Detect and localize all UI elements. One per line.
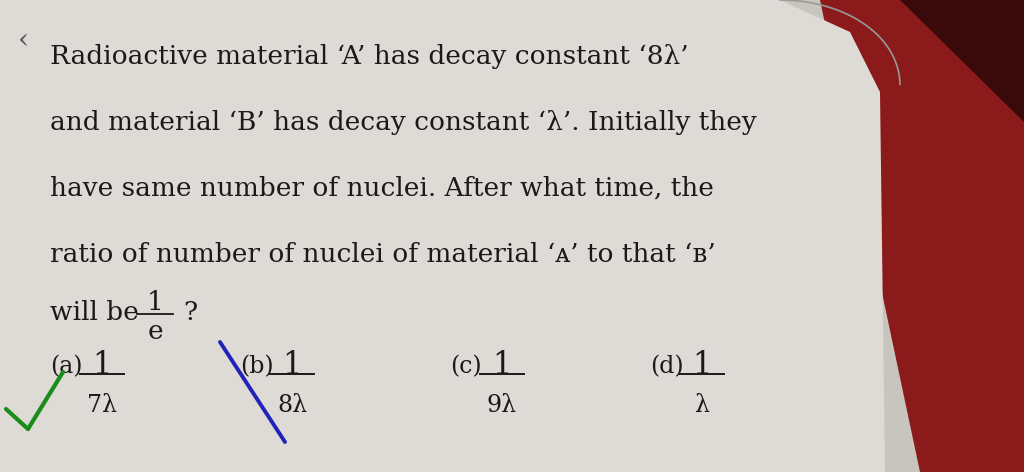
Text: and material ‘B’ has decay constant ‘λ’. Initially they: and material ‘B’ has decay constant ‘λ’.… [50, 110, 757, 135]
Text: 1: 1 [493, 350, 512, 381]
Text: (b): (b) [240, 355, 273, 379]
Text: 1: 1 [92, 350, 112, 381]
Text: ?: ? [183, 300, 198, 325]
Text: 8λ: 8λ [276, 394, 307, 417]
Text: 1: 1 [146, 290, 164, 315]
Text: (c): (c) [450, 355, 481, 379]
Polygon shape [820, 0, 1024, 472]
Text: e: e [147, 319, 163, 344]
Polygon shape [0, 0, 885, 472]
Text: will be: will be [50, 300, 138, 325]
Text: (d): (d) [650, 355, 684, 379]
Polygon shape [900, 0, 1024, 122]
Text: 1: 1 [283, 350, 302, 381]
Text: 9λ: 9λ [487, 394, 517, 417]
Text: Radioactive material ‘A’ has decay constant ‘8λ’: Radioactive material ‘A’ has decay const… [50, 44, 688, 69]
Text: ‹: ‹ [18, 27, 29, 54]
Text: λ: λ [694, 394, 710, 417]
Text: 7λ: 7λ [87, 394, 117, 417]
Text: (a): (a) [50, 355, 83, 379]
Text: 1: 1 [692, 350, 712, 381]
Text: ratio of number of nuclei of material ‘ᴀ’ to that ‘ʙ’: ratio of number of nuclei of material ‘ᴀ… [50, 242, 716, 267]
Text: have same number of nuclei. After what time, the: have same number of nuclei. After what t… [50, 176, 714, 201]
